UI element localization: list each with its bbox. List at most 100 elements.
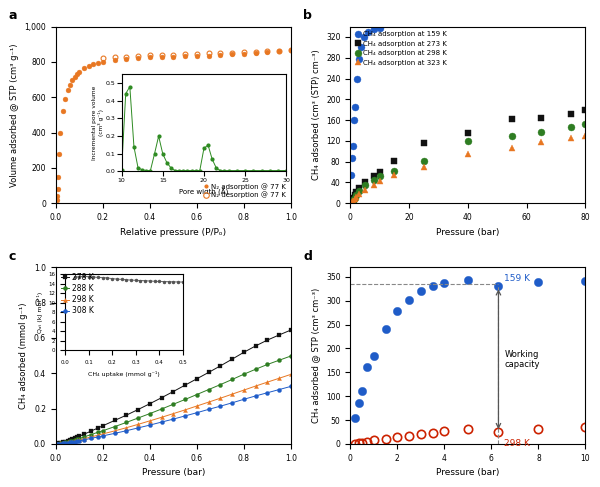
308 K bbox=[68, 439, 76, 445]
288 K bbox=[55, 441, 62, 447]
288 K bbox=[62, 439, 69, 445]
Y-axis label: CH₄ adsorbed (cm³ (STP) cm⁻³): CH₄ adsorbed (cm³ (STP) cm⁻³) bbox=[311, 50, 320, 180]
298 K bbox=[80, 436, 88, 442]
288 K bbox=[88, 431, 95, 437]
CH₄ adsorption at 298 K bbox=[538, 129, 545, 134]
CH₄ adsorption at 298 K bbox=[370, 177, 377, 183]
298 K bbox=[71, 438, 78, 444]
CH₄ adsorption at 323 K bbox=[361, 187, 368, 193]
CH₄ adsorption at 323 K bbox=[376, 179, 383, 185]
308 K bbox=[53, 441, 61, 447]
298 K bbox=[134, 421, 142, 427]
298 K bbox=[264, 379, 271, 385]
CH₄ adsorption at 323 K bbox=[567, 135, 574, 141]
CH₄ adsorption at 273 K bbox=[538, 114, 545, 120]
298 K bbox=[73, 437, 80, 443]
CH₄ adsorption at 159 K bbox=[357, 44, 364, 50]
Text: 298 K: 298 K bbox=[505, 439, 530, 448]
298 K bbox=[55, 441, 62, 447]
288 K bbox=[64, 439, 71, 445]
Line: 308 K: 308 K bbox=[55, 384, 293, 446]
288 K bbox=[59, 440, 67, 446]
Line: CH₄ adsorption at 298 K: CH₄ adsorption at 298 K bbox=[348, 121, 589, 206]
278 K bbox=[158, 395, 165, 401]
288 K bbox=[193, 392, 200, 397]
CH₄ adsorption at 273 K bbox=[361, 180, 368, 186]
278 K bbox=[122, 412, 130, 418]
288 K bbox=[68, 438, 76, 444]
288 K bbox=[158, 406, 165, 412]
278 K bbox=[88, 428, 95, 434]
308 K bbox=[66, 439, 73, 445]
Y-axis label: CH₄ adsorbed (mmol g⁻¹): CH₄ adsorbed (mmol g⁻¹) bbox=[19, 302, 28, 409]
308 K bbox=[264, 390, 271, 395]
Legend: CH₄ adsorption at 159 K, CH₄ adsorption at 273 K, CH₄ adsorption at 298 K, CH₄ a: CH₄ adsorption at 159 K, CH₄ adsorption … bbox=[354, 30, 449, 67]
X-axis label: Pressure (bar): Pressure (bar) bbox=[142, 468, 205, 477]
Text: d: d bbox=[303, 250, 312, 263]
278 K bbox=[240, 349, 247, 355]
308 K bbox=[111, 431, 118, 436]
CH₄ adsorption at 273 K bbox=[351, 192, 358, 198]
CH₄ adsorption at 323 K bbox=[370, 182, 377, 187]
CH₄ adsorption at 298 K bbox=[582, 121, 589, 127]
278 K bbox=[64, 438, 71, 444]
CH₄ adsorption at 323 K bbox=[582, 133, 589, 139]
CH₄ adsorption at 323 K bbox=[538, 139, 545, 145]
CH₄ adsorption at 298 K bbox=[508, 133, 515, 139]
CH₄ adsorption at 273 K bbox=[508, 115, 515, 121]
278 K bbox=[264, 337, 271, 343]
298 K bbox=[94, 432, 101, 438]
CH₄ adsorption at 159 K bbox=[349, 143, 356, 149]
Line: 288 K: 288 K bbox=[55, 354, 293, 446]
CH₄ adsorption at 273 K bbox=[350, 195, 357, 201]
278 K bbox=[57, 440, 64, 446]
CH₄ adsorption at 298 K bbox=[464, 138, 472, 144]
308 K bbox=[122, 428, 130, 433]
278 K bbox=[181, 382, 188, 388]
288 K bbox=[53, 441, 61, 447]
CH₄ adsorption at 273 K bbox=[353, 189, 360, 195]
288 K bbox=[57, 440, 64, 446]
308 K bbox=[64, 440, 71, 446]
CH₄ adsorption at 298 K bbox=[348, 199, 355, 205]
CH₄ adsorption at 159 K bbox=[364, 29, 371, 35]
CH₄ adsorption at 273 K bbox=[567, 111, 574, 117]
CH₄ adsorption at 273 K bbox=[356, 185, 363, 190]
298 K bbox=[170, 411, 177, 416]
CH₄ adsorption at 159 K bbox=[376, 25, 383, 31]
Legend: N₂ adsorption @ 77 K, N₂ desorption @ 77 K: N₂ adsorption @ 77 K, N₂ desorption @ 77… bbox=[202, 182, 287, 200]
278 K bbox=[62, 439, 69, 445]
288 K bbox=[264, 361, 271, 367]
CH₄ adsorption at 298 K bbox=[356, 188, 363, 194]
278 K bbox=[287, 327, 295, 333]
298 K bbox=[275, 375, 283, 381]
288 K bbox=[275, 357, 283, 363]
Text: a: a bbox=[9, 9, 17, 22]
308 K bbox=[240, 396, 247, 402]
298 K bbox=[193, 403, 200, 409]
298 K bbox=[57, 441, 64, 447]
298 K bbox=[99, 431, 106, 437]
X-axis label: Pressure (bar): Pressure (bar) bbox=[436, 468, 500, 477]
298 K bbox=[111, 428, 118, 434]
278 K bbox=[275, 332, 283, 338]
CH₄ adsorption at 298 K bbox=[391, 168, 398, 174]
CH₄ adsorption at 323 K bbox=[351, 196, 358, 202]
CH₄ adsorption at 323 K bbox=[391, 172, 398, 178]
CH₄ adsorption at 159 K bbox=[360, 34, 367, 40]
CH₄ adsorption at 273 K bbox=[464, 130, 472, 136]
CH₄ adsorption at 273 K bbox=[347, 199, 355, 205]
CH₄ adsorption at 273 K bbox=[348, 198, 355, 204]
CH₄ adsorption at 159 K bbox=[352, 104, 359, 110]
308 K bbox=[134, 425, 142, 431]
308 K bbox=[158, 419, 165, 425]
X-axis label: Pressure (bar): Pressure (bar) bbox=[436, 227, 500, 237]
298 K bbox=[229, 391, 236, 397]
278 K bbox=[134, 407, 142, 412]
CH₄ adsorption at 323 K bbox=[353, 194, 360, 200]
288 K bbox=[252, 366, 259, 372]
CH₄ adsorption at 273 K bbox=[420, 141, 427, 147]
288 K bbox=[287, 353, 295, 359]
308 K bbox=[181, 413, 188, 419]
308 K bbox=[88, 435, 95, 441]
